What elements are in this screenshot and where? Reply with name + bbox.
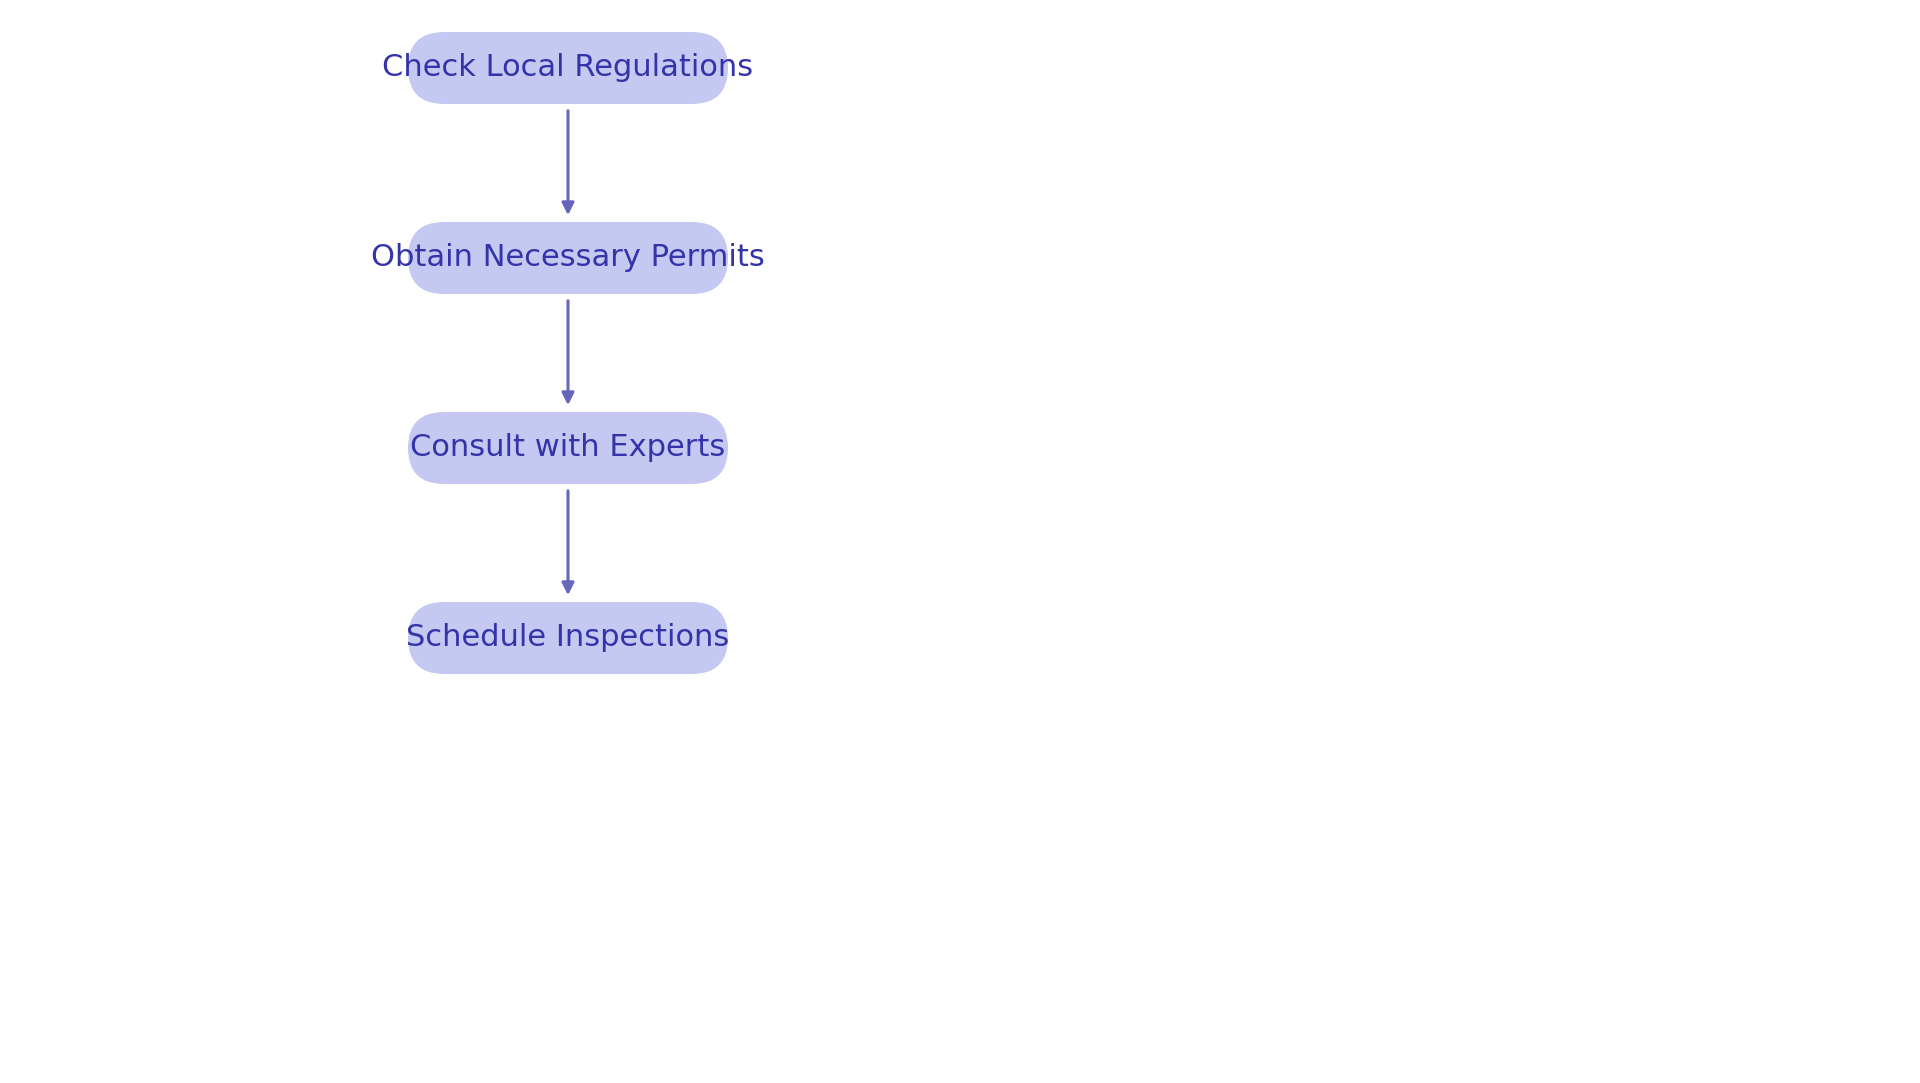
FancyBboxPatch shape: [407, 32, 728, 104]
Text: Schedule Inspections: Schedule Inspections: [407, 624, 730, 652]
FancyBboxPatch shape: [407, 602, 728, 674]
FancyBboxPatch shape: [407, 412, 728, 484]
Text: Check Local Regulations: Check Local Regulations: [382, 53, 753, 82]
FancyBboxPatch shape: [407, 222, 728, 293]
Text: Obtain Necessary Permits: Obtain Necessary Permits: [371, 244, 764, 273]
Text: Consult with Experts: Consult with Experts: [411, 433, 726, 462]
